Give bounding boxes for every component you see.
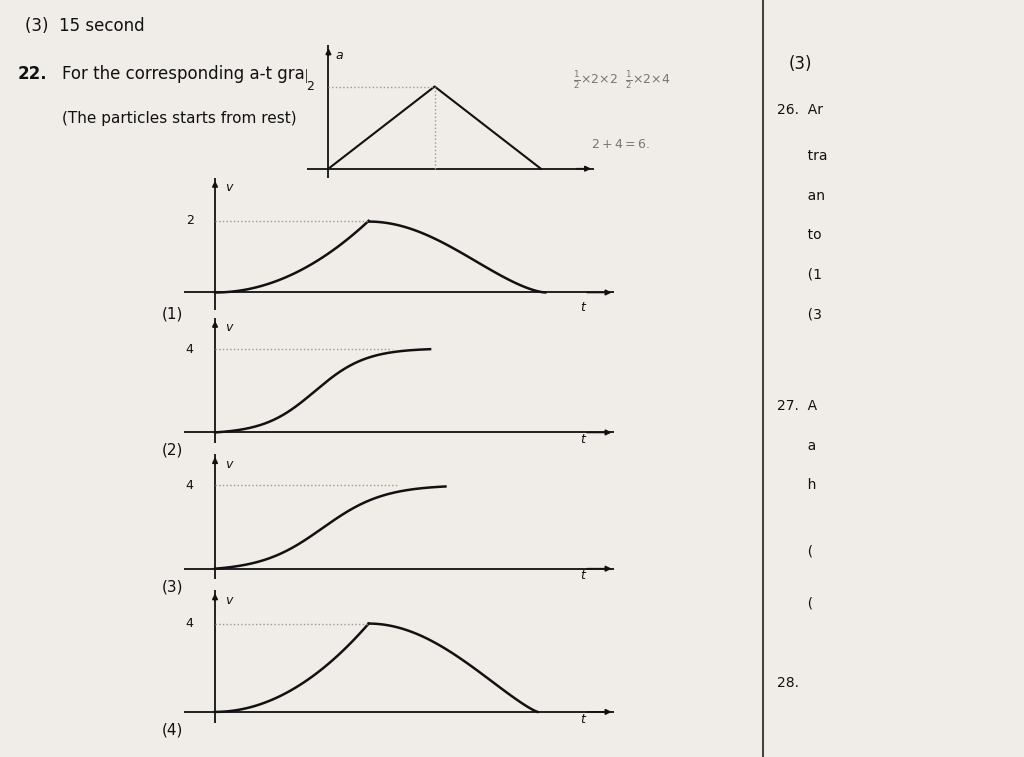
Text: a: a — [777, 439, 816, 453]
Text: For the corresponding a-t graph, Draw the v-t graph: For the corresponding a-t graph, Draw th… — [61, 65, 493, 83]
Text: tra: tra — [777, 149, 827, 163]
Text: 26.  Ar: 26. Ar — [777, 103, 823, 117]
Text: $\frac{1}{2}{\times}2{\times}2\ \ \frac{1}{2}{\times}2{\times}4$: $\frac{1}{2}{\times}2{\times}2\ \ \frac{… — [573, 70, 671, 92]
Text: (3): (3) — [162, 579, 183, 594]
Text: (1): (1) — [162, 307, 183, 322]
Text: (The particles starts from rest): (The particles starts from rest) — [61, 111, 297, 126]
Text: 22.: 22. — [17, 65, 47, 83]
Text: t: t — [580, 713, 585, 726]
Text: (: ( — [777, 544, 813, 558]
Text: h: h — [777, 478, 816, 492]
Text: (3): (3) — [788, 55, 812, 73]
Text: 4: 4 — [537, 184, 545, 198]
Text: 4: 4 — [185, 617, 194, 630]
Text: 27.  A: 27. A — [777, 400, 817, 413]
Text: 2: 2 — [185, 214, 194, 227]
Text: t: t — [580, 569, 585, 582]
Text: 2: 2 — [306, 80, 313, 93]
Text: $2+4=6.$: $2+4=6.$ — [591, 138, 650, 151]
Text: (3: (3 — [777, 307, 822, 321]
Text: a: a — [335, 49, 343, 62]
Text: an: an — [777, 188, 825, 203]
Text: (4): (4) — [162, 723, 183, 738]
Text: (1: (1 — [777, 268, 822, 282]
Text: 2: 2 — [431, 184, 438, 198]
Text: v: v — [225, 182, 232, 195]
Text: v: v — [225, 458, 232, 471]
Text: t: t — [580, 301, 585, 313]
Text: 4: 4 — [185, 479, 194, 492]
Text: (2): (2) — [162, 443, 183, 458]
Text: (: ( — [777, 597, 813, 611]
Text: 28.: 28. — [777, 676, 799, 690]
Text: t: t — [570, 179, 575, 192]
Text: (3)  15 second: (3) 15 second — [25, 17, 144, 35]
Text: t: t — [580, 433, 585, 446]
Text: v: v — [225, 322, 232, 335]
Text: to: to — [777, 228, 822, 242]
Text: 4: 4 — [185, 343, 194, 356]
Text: v: v — [225, 594, 232, 607]
